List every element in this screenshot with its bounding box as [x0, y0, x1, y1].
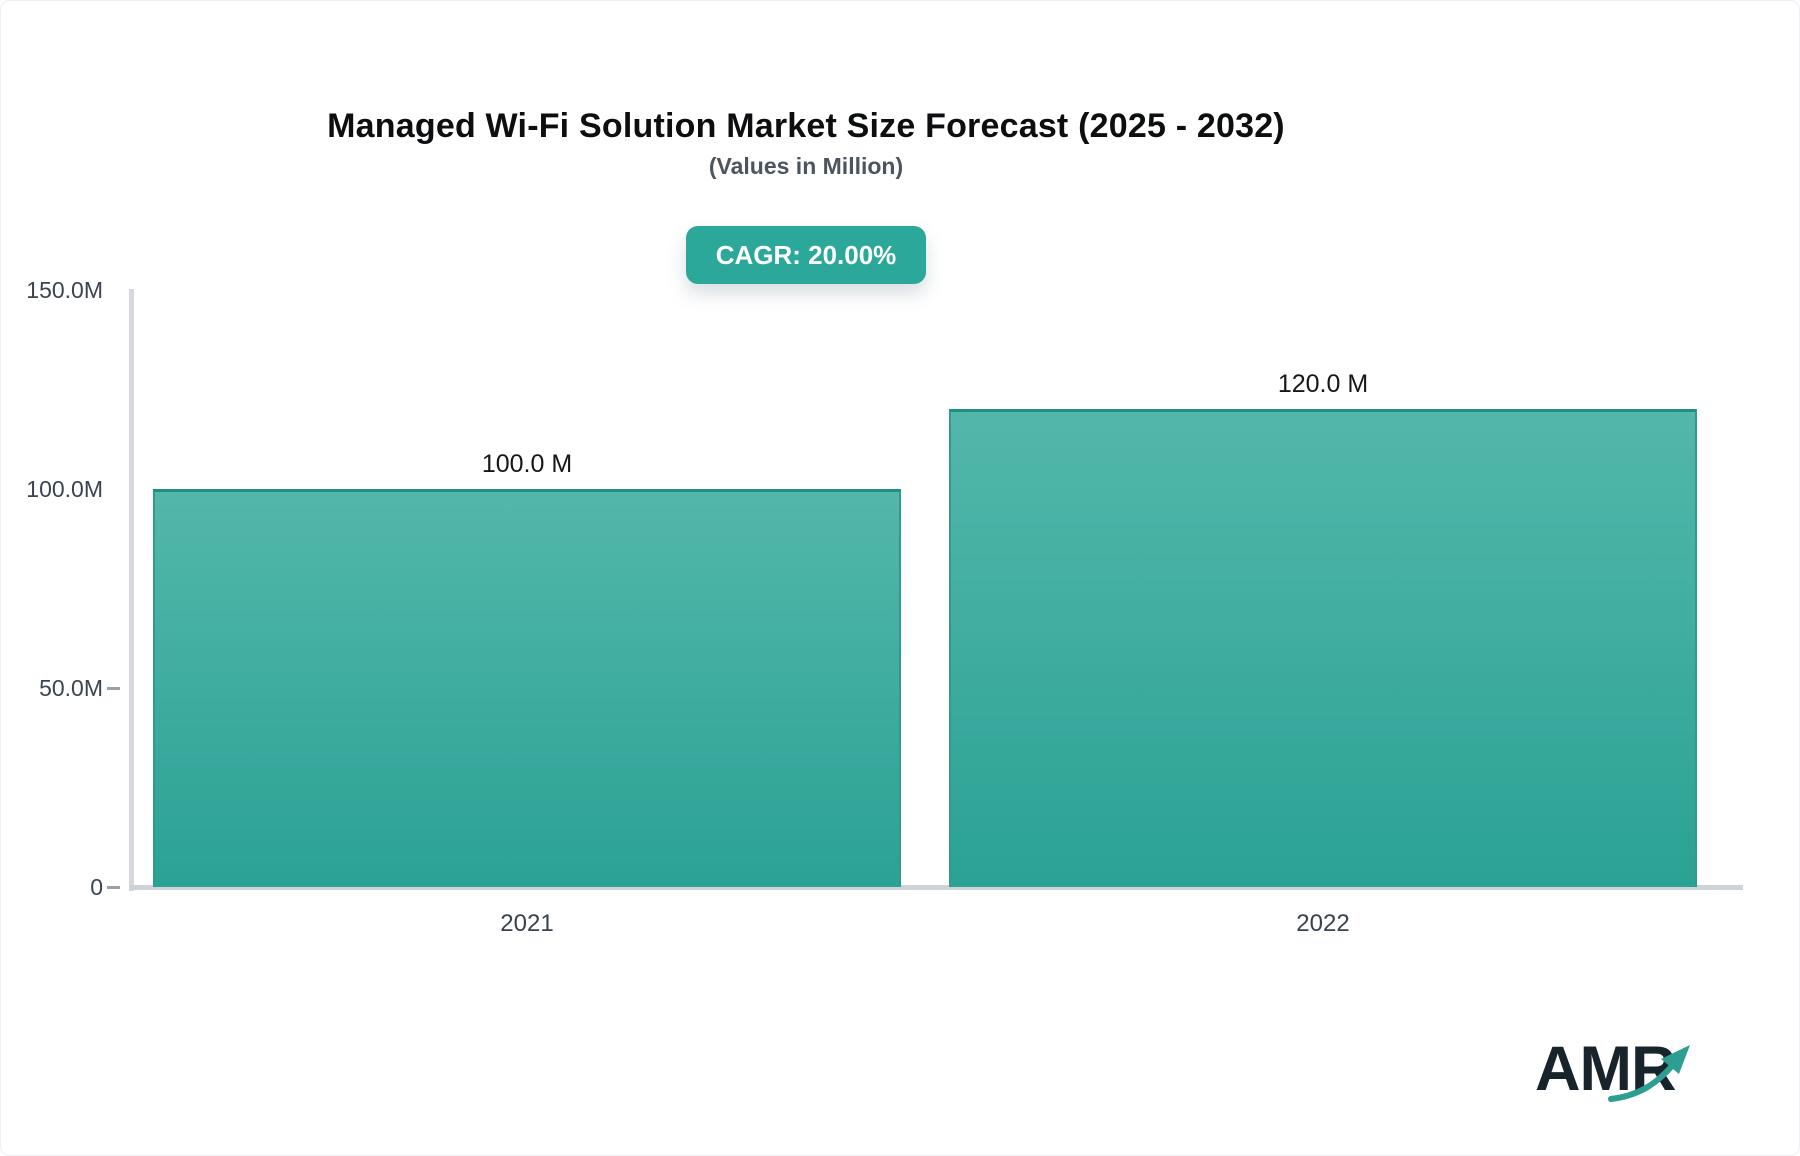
- x-axis-line: [129, 885, 1743, 890]
- x-tick-label: 2021: [500, 910, 554, 937]
- y-axis-line: [129, 289, 134, 891]
- y-axis-tick: 50.0M: [1, 674, 120, 702]
- bar-value-label: 100.0 M: [481, 450, 573, 478]
- y-tick-label: 100.0M: [26, 476, 103, 502]
- y-tick-label: 150.0M: [26, 277, 103, 303]
- y-tick-label: 50.0M: [39, 675, 103, 701]
- logo-text: AMR: [1535, 1034, 1676, 1104]
- chart-subtitle: (Values in Million): [708, 153, 904, 179]
- bar-2021[interactable]: [153, 489, 901, 887]
- y-axis-tick: 0: [1, 873, 120, 901]
- bar-value-label: 120.0 M: [1277, 370, 1369, 398]
- y-tick-mark: [107, 886, 120, 889]
- cagr-badge: CAGR: 20.00%: [685, 226, 927, 284]
- chart-header: Managed Wi-Fi Solution Market Size Forec…: [1, 1, 1611, 284]
- bar-2022[interactable]: [949, 409, 1697, 887]
- x-tick-label: 2022: [1296, 910, 1350, 937]
- y-axis-tick: 100.0M: [1, 475, 103, 503]
- y-tick-mark: [107, 687, 120, 690]
- amr-logo: AMR: [1535, 1033, 1775, 1128]
- y-axis-tick: 150.0M: [1, 276, 103, 304]
- chart-title: Managed Wi-Fi Solution Market Size Forec…: [327, 107, 1285, 145]
- y-tick-label: 0: [90, 874, 103, 900]
- trend-up-arrow-icon: [1608, 1045, 1690, 1102]
